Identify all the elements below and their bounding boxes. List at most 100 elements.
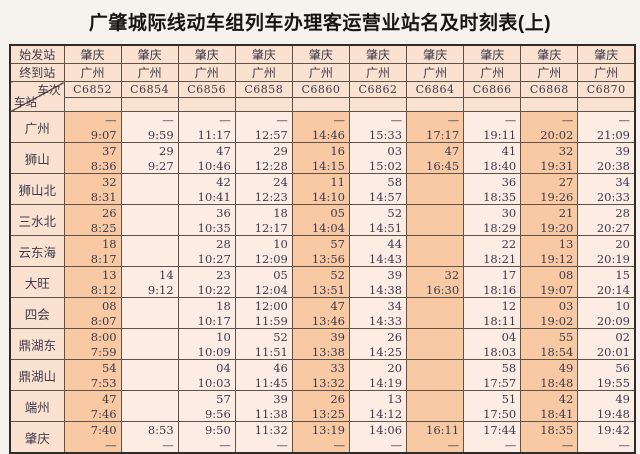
time-cell: 39 14:38 <box>348 266 408 298</box>
time-bottom: 14:43 <box>368 252 403 266</box>
time-top: 14 <box>159 268 174 282</box>
time-cell: 14 9:12 <box>120 266 179 298</box>
time-bottom: 20:02 <box>540 128 574 142</box>
time-top <box>122 361 177 376</box>
time-cell: 39 11:38 <box>234 390 293 422</box>
time-bottom <box>408 189 463 204</box>
time-bottom: 8:31 <box>90 190 117 204</box>
time-cell: —9:07 <box>63 111 122 143</box>
time-top: 47 <box>101 392 117 406</box>
origin-cell: 肇庆 <box>577 44 636 64</box>
time-top: 08 <box>101 299 117 313</box>
time-bottom: 9:27 <box>147 159 174 173</box>
time-bottom: 17:50 <box>483 407 517 421</box>
time-top: — <box>162 113 174 127</box>
time-bottom: 20:14 <box>596 283 630 297</box>
time-cell: 33 13:32 <box>291 359 350 391</box>
time-top: — <box>333 113 345 127</box>
time-cell: 36 10:35 <box>177 204 236 236</box>
time-cell: 58 14:57 <box>348 173 408 205</box>
time-bottom: 8:07 <box>90 314 117 328</box>
station-name: 端州 <box>9 390 65 422</box>
train-number-row: 车次 车站 C6852 C6854 C6856 C6858 C6860 C6862 C6864 C… <box>9 81 636 112</box>
time-cell: 16:11— <box>406 421 465 454</box>
time-bottom: 13:51 <box>311 283 345 297</box>
time-cell: 10 20:09 <box>577 297 636 329</box>
time-cell: 52 13:51 <box>291 266 350 298</box>
station-name: 广州 <box>9 111 65 143</box>
time-cell: —19:11 <box>463 111 522 143</box>
time-top: 18 <box>216 299 231 313</box>
time-bottom: 17:57 <box>483 376 517 390</box>
time-cell <box>406 328 465 360</box>
spacer-row <box>10 97 636 112</box>
time-cell: 18 10:17 <box>177 297 236 329</box>
station-row: 端州 47 7:46 57 9:56 39 11:38 26 13:25 13 14:12 51 17:… <box>9 390 636 422</box>
time-cell: 47 16:45 <box>406 142 465 174</box>
time-cell: 56 19:55 <box>577 359 636 391</box>
time-cell: 08 8:07 <box>63 297 122 329</box>
time-top <box>122 299 177 314</box>
time-cell: —20:02 <box>520 111 579 143</box>
station-name: 云东海 <box>9 235 65 267</box>
time-top: 17 <box>501 268 517 282</box>
time-cell: 08 19:07 <box>520 266 579 298</box>
train-number-cell: C6866 <box>463 81 522 98</box>
time-top: 42 <box>216 175 231 189</box>
time-bottom: 16:30 <box>426 283 460 297</box>
time-top: 23 <box>216 268 231 282</box>
time-bottom <box>122 406 177 421</box>
time-bottom: 19:20 <box>540 221 574 235</box>
time-bottom: 10:09 <box>197 345 231 359</box>
terminal-cell: 广州 <box>406 63 465 82</box>
time-top: 05 <box>273 268 288 282</box>
time-cell: 47 13:46 <box>291 297 350 329</box>
time-cell <box>406 173 465 205</box>
time-bottom: 16:45 <box>426 159 460 173</box>
time-bottom: — <box>390 438 403 452</box>
time-cell: 02 20:01 <box>577 328 636 360</box>
time-top: 13 <box>101 268 117 282</box>
terminal-cell: 广州 <box>348 63 408 82</box>
time-cell: 7:40— <box>63 421 122 454</box>
time-top <box>408 175 463 190</box>
time-bottom <box>122 189 177 204</box>
time-bottom: 19:26 <box>540 190 574 204</box>
time-bottom: 18:21 <box>483 252 517 266</box>
time-cell: 20 20:19 <box>577 235 636 267</box>
time-bottom: 21:09 <box>596 128 630 142</box>
time-bottom: 9:12 <box>147 283 174 297</box>
station-row: 肇庆 7:40—8:53—9:50—11:32—13:19—14:06—16:11… <box>9 421 636 454</box>
time-cell: 13 8:12 <box>63 266 122 298</box>
time-bottom: 12:28 <box>254 159 288 173</box>
time-bottom: 14:10 <box>311 190 345 204</box>
time-cell: 18 12:17 <box>234 204 293 236</box>
time-cell <box>406 235 465 267</box>
time-cell: —21:09 <box>577 111 636 143</box>
time-cell: 36 18:35 <box>463 173 522 205</box>
time-bottom: 11:38 <box>254 407 288 421</box>
time-top: 47 <box>216 144 231 158</box>
time-top: 19:42 <box>596 423 630 437</box>
time-top: 03 <box>558 299 574 313</box>
time-cell: 30 18:29 <box>463 204 522 236</box>
time-top: 13 <box>558 237 574 251</box>
time-cell: 47 7:46 <box>63 390 122 422</box>
time-cell <box>406 390 465 422</box>
time-top: 57 <box>216 392 231 406</box>
time-cell: 10 12:09 <box>234 235 293 267</box>
time-bottom <box>122 251 177 266</box>
time-cell: 57 13:56 <box>291 235 350 267</box>
time-cell: 57 9:56 <box>177 390 236 422</box>
time-bottom: 19:48 <box>596 407 630 421</box>
train-number-cell: C6858 <box>234 81 293 98</box>
time-bottom: 10:27 <box>197 252 231 266</box>
time-bottom: 14:12 <box>368 407 403 421</box>
station-name: 狮山北 <box>9 173 65 205</box>
time-top <box>408 237 463 252</box>
time-bottom: 19:07 <box>540 283 574 297</box>
time-cell: 12 18:11 <box>463 297 522 329</box>
time-cell <box>120 204 179 236</box>
time-top: 05 <box>330 206 345 220</box>
time-cell: —12:57 <box>234 111 293 143</box>
